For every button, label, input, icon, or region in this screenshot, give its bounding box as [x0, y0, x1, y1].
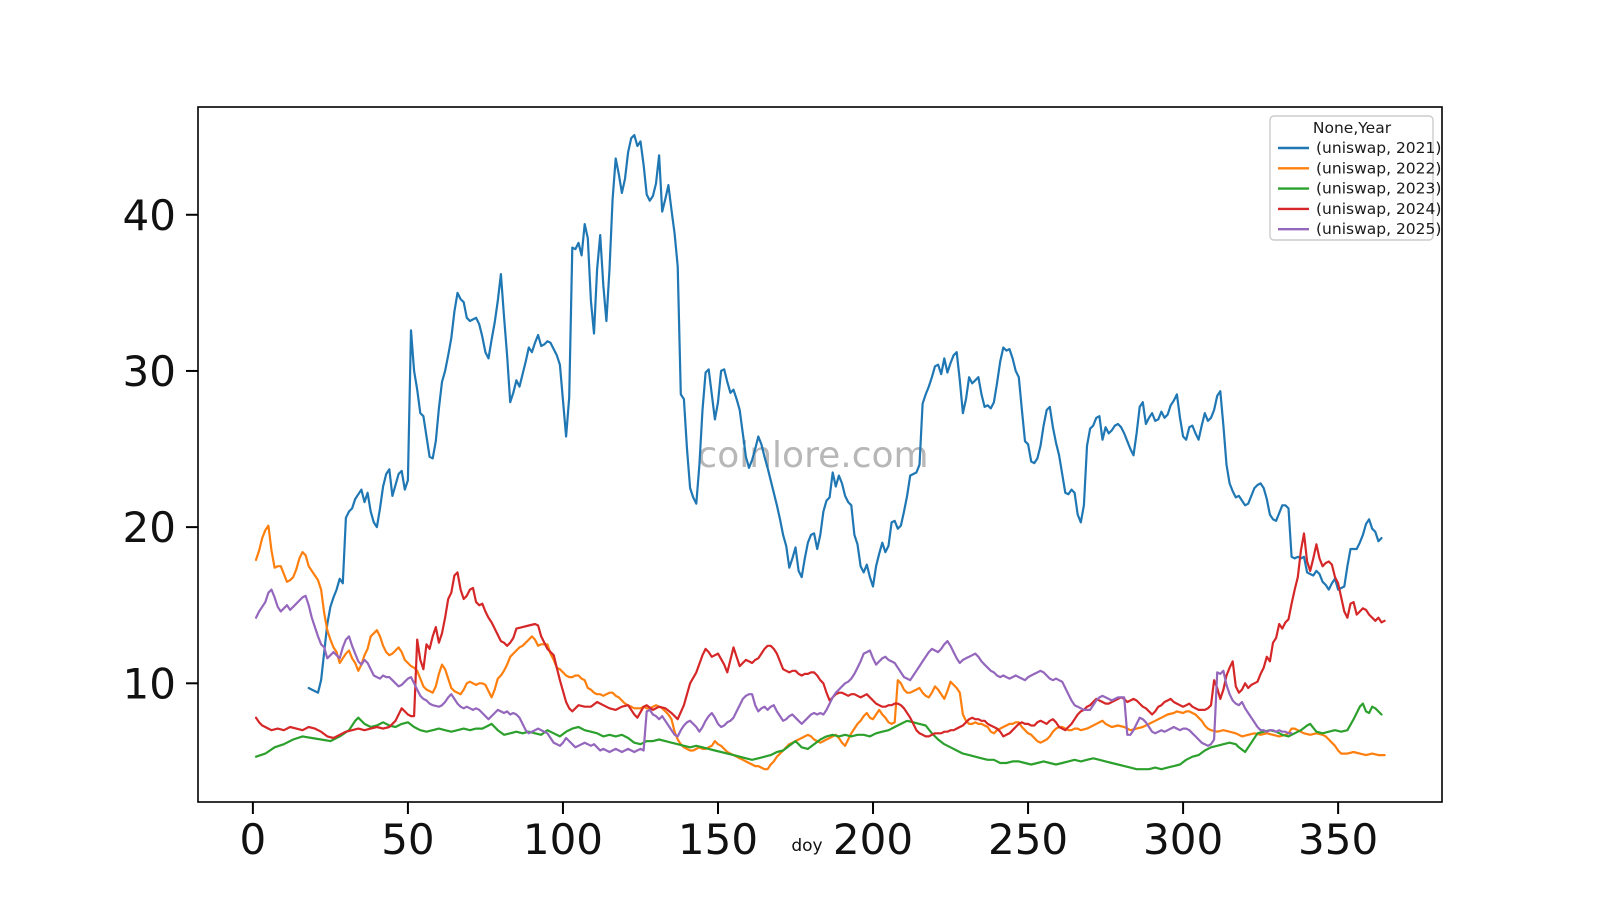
y-tick-label: 20 [123, 503, 176, 552]
x-tick-label: 200 [833, 815, 913, 864]
legend-label-uniswap-2023: (uniswap, 2023) [1316, 180, 1441, 198]
plot-border [197, 106, 1443, 803]
legend-label-uniswap-2021: (uniswap, 2021) [1316, 139, 1441, 157]
x-tick-label: 100 [523, 815, 603, 864]
series-line-uniswap-2021 [307, 134, 1383, 694]
x-axis: 0 50 100 150 200 250 300 350 [240, 802, 1378, 864]
y-axis: 10 20 30 40 [123, 191, 198, 708]
legend-box [1269, 115, 1434, 241]
series-lines [254, 134, 1386, 771]
x-tick-label: 0 [240, 815, 267, 864]
y-tick-label: 30 [123, 347, 176, 396]
x-axis-label: doy [791, 836, 822, 856]
legend-label-uniswap-2025: (uniswap, 2025) [1316, 220, 1441, 238]
series-line-uniswap-2025 [254, 588, 1293, 754]
legend-entries: (uniswap, 2021) (uniswap, 2022) (uniswap, … [1278, 139, 1441, 238]
x-tick-label: 150 [678, 815, 758, 864]
y-tick-label: 10 [123, 659, 176, 708]
series-line-uniswap-2023 [254, 702, 1383, 771]
x-tick-label: 350 [1298, 815, 1378, 864]
y-tick-label: 40 [123, 191, 176, 240]
series-line-uniswap-2022 [254, 524, 1386, 771]
legend-label-uniswap-2024: (uniswap, 2024) [1316, 200, 1441, 218]
legend-title: None,Year [1313, 119, 1392, 137]
legend: None,Year (uniswap, 2021) (uniswap, 2022)… [1269, 115, 1441, 241]
series-line-uniswap-2024 [254, 532, 1386, 740]
x-tick-label: 300 [1143, 815, 1223, 864]
x-tick-label: 250 [988, 815, 1068, 864]
x-tick-label: 50 [381, 815, 434, 864]
watermark: coinlore.com [697, 435, 928, 476]
legend-label-uniswap-2022: (uniswap, 2022) [1316, 159, 1441, 177]
